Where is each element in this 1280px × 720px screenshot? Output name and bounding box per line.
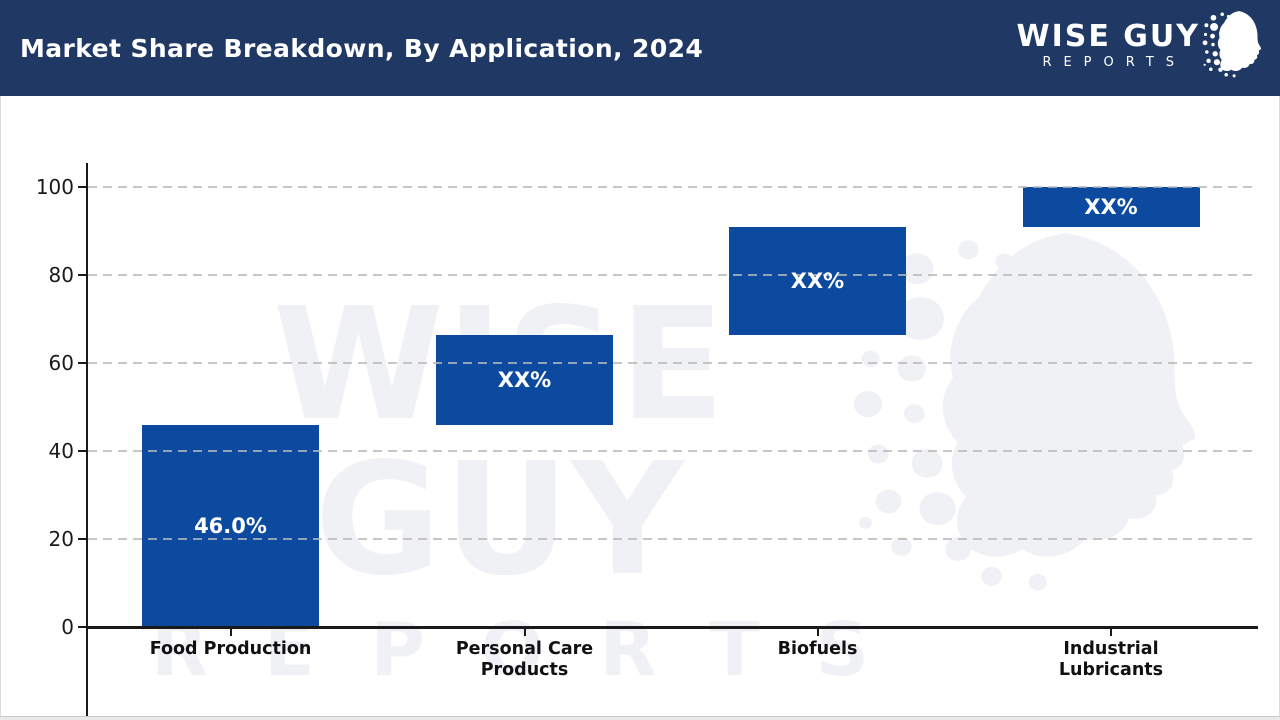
logo-subtext: REPORTS <box>1042 55 1187 71</box>
bar-segment-3 <box>729 227 906 335</box>
gridline-60 <box>88 362 1253 364</box>
y-axis-tick <box>78 362 87 364</box>
y-axis-tick <box>78 538 87 540</box>
header-bar: Market Share Breakdown, By Application, … <box>0 0 1280 96</box>
x-category-label-line: Products <box>480 660 569 680</box>
x-axis-tick <box>229 627 232 636</box>
bar-segment-1 <box>142 424 319 627</box>
x-category-label-line: Food Production <box>149 639 312 659</box>
x-axis-line <box>86 626 1258 629</box>
y-tick-label: 100 <box>35 175 74 199</box>
page-border-left <box>0 96 1 720</box>
y-axis-tick <box>78 274 87 276</box>
bar-value-label-2: XX% <box>497 367 552 392</box>
y-axis-tick <box>78 186 87 188</box>
y-tick-label: 20 <box>48 527 74 551</box>
bar-value-label-1: 46.0% <box>194 513 267 538</box>
x-category-label-4: Industrial Lubricants <box>961 639 1261 681</box>
chart-area: 0 20 40 60 80 100 46.0% XX% XX% XX% Food Productio… <box>0 96 1280 720</box>
gridline-40 <box>88 450 1253 452</box>
gridline-80 <box>88 274 1253 276</box>
y-tick-label: 40 <box>48 439 74 463</box>
x-category-label-2: Personal Care Products <box>375 639 675 681</box>
x-category-label-3: Biofuels <box>668 639 968 660</box>
gridline-100 <box>88 186 1253 188</box>
x-axis-tick <box>523 627 526 636</box>
x-category-label-line: Lubricants <box>1058 660 1164 680</box>
x-axis-tick <box>1110 627 1112 636</box>
x-axis-tick <box>816 627 819 636</box>
y-axis-tick <box>78 626 87 628</box>
x-category-label-line: Biofuels <box>777 639 858 659</box>
gridline-20 <box>88 538 1253 540</box>
bar-segment-2 <box>436 334 613 425</box>
y-axis-line <box>86 163 88 720</box>
y-tick-label: 80 <box>48 263 74 287</box>
y-axis-tick <box>78 450 87 452</box>
logo-wordmark: WISE GUY <box>1016 18 1200 54</box>
watermark-line1: WISE GUY <box>273 287 725 610</box>
x-category-label-line: Industrial <box>1063 639 1159 659</box>
bar-value-label-3: XX% <box>790 268 845 293</box>
wise-guy-reports-logo: WISE GUY REPORTS <box>1016 7 1268 83</box>
x-category-label-1: Food Production <box>81 639 381 660</box>
y-tick-label: 0 <box>61 615 74 639</box>
bar-value-label-4: XX% <box>1084 195 1138 220</box>
y-tick-label: 60 <box>48 351 74 375</box>
page-border-bottom <box>0 716 1280 717</box>
bar-segment-4 <box>1022 187 1200 228</box>
page-bottom-strip <box>0 717 1280 720</box>
logo-text: WISE GUY REPORTS <box>1016 18 1200 71</box>
chart-title: Market Share Breakdown, By Application, … <box>20 33 704 63</box>
x-category-label-line: Personal Care <box>455 639 594 659</box>
logo-head-icon <box>1202 11 1262 78</box>
